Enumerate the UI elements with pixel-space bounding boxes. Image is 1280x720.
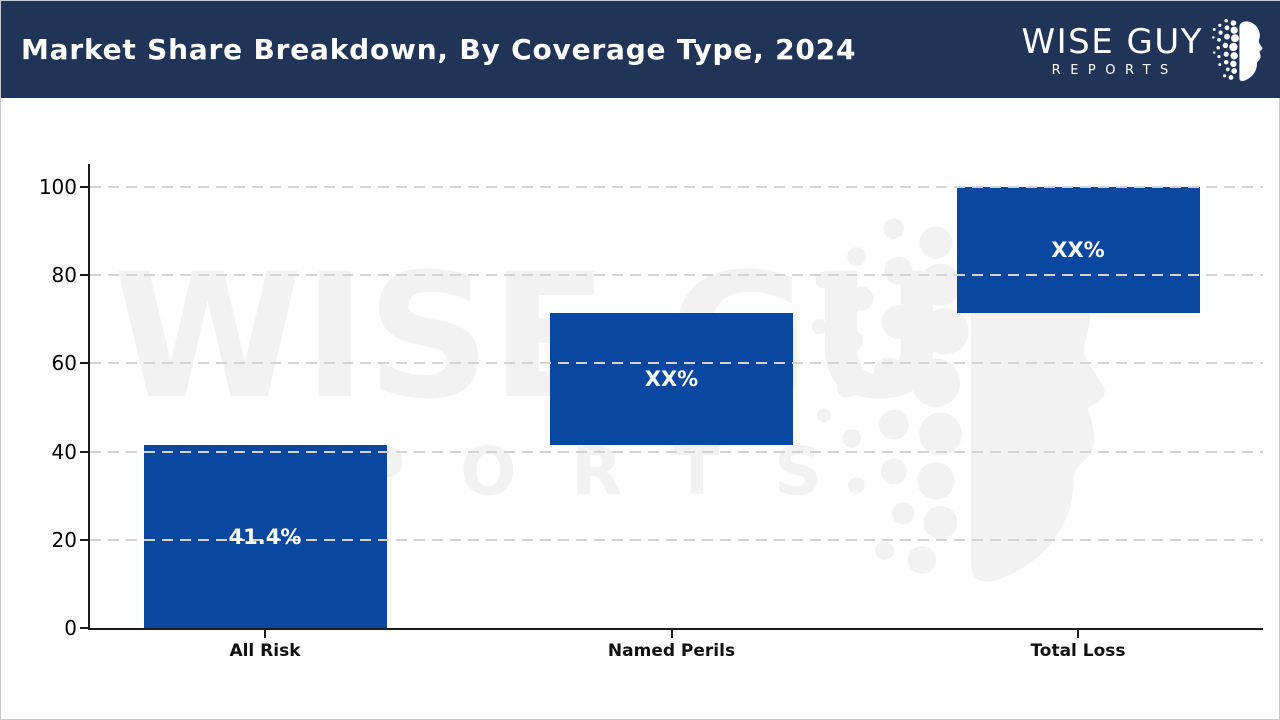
watermark-head-dots	[811, 218, 1105, 582]
x-axis-line	[88, 628, 1263, 630]
y-tick-100	[80, 186, 89, 188]
logo-head-icon	[1212, 18, 1263, 82]
gridline-20	[90, 538, 1263, 541]
y-tick-label-60: 60	[51, 351, 77, 376]
y-tick-label-20: 20	[51, 527, 77, 552]
x-tick-2	[670, 630, 673, 638]
y-tick-label-100: 100	[38, 175, 77, 199]
y-tick-label-40: 40	[51, 439, 77, 464]
y-tick-0	[80, 627, 89, 629]
gridline-40	[90, 450, 1263, 453]
bar-value-label: XX%	[644, 367, 699, 392]
logo-subtitle: REPORTS	[1051, 63, 1178, 78]
y-tick-80	[80, 274, 89, 277]
x-category-label: Named Perils	[607, 641, 736, 661]
logo-text: WISE GUY REPORTS	[1021, 25, 1203, 77]
bar-named-perils	[550, 312, 793, 446]
page-title: Market Share Breakdown, By Coverage Type…	[21, 33, 857, 66]
wiseguy-logo: WISE GUY REPORTS	[1021, 9, 1271, 93]
y-axis-line	[88, 164, 90, 630]
bar-total-loss	[956, 187, 1200, 313]
header: Market Share Breakdown, By Coverage Type…	[1, 1, 1280, 98]
x-tick-3	[1077, 630, 1079, 638]
logo-wordmark: WISE GUY	[1021, 22, 1203, 62]
x-category-label: All Risk	[229, 641, 301, 661]
y-tick-40	[80, 450, 89, 453]
gridline-60	[90, 362, 1263, 365]
x-category-label: Total Loss	[1030, 641, 1126, 661]
bar-value-label: 41.4%	[228, 524, 302, 549]
y-tick-label-80: 80	[51, 263, 77, 288]
y-tick-20	[80, 538, 89, 541]
gridline-80	[90, 274, 1263, 277]
gridline-100	[90, 186, 1263, 188]
bar-value-label: XX%	[1051, 237, 1105, 262]
y-tick-label-0: 0	[64, 616, 77, 640]
bar-all-risk	[143, 445, 387, 628]
y-tick-60	[80, 362, 89, 365]
x-tick-1	[264, 630, 266, 638]
